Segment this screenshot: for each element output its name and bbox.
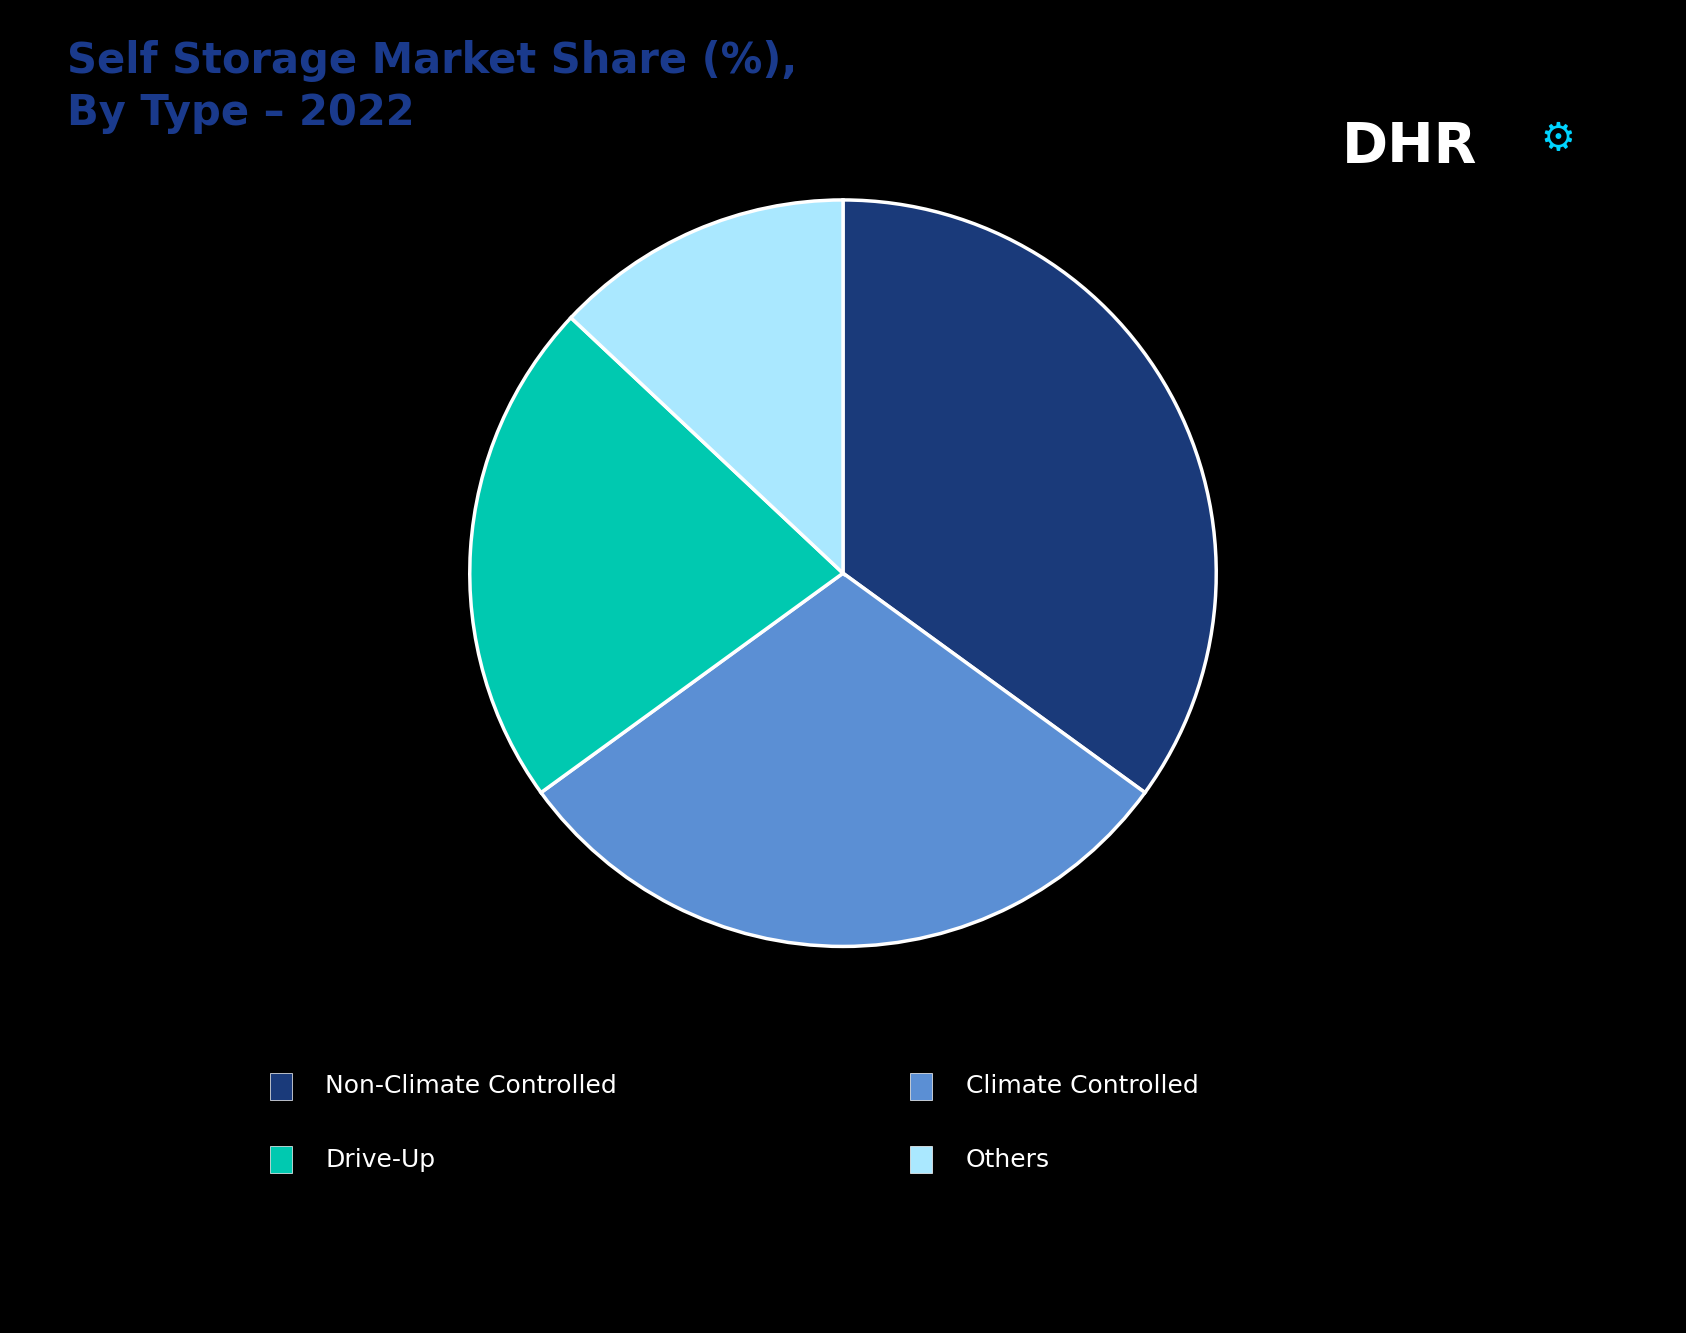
- Text: DHR: DHR: [1342, 120, 1477, 173]
- Text: Others: Others: [966, 1148, 1050, 1172]
- Text: Self Storage Market Share (%),
By Type – 2022: Self Storage Market Share (%), By Type –…: [67, 40, 797, 133]
- Wedge shape: [470, 317, 843, 793]
- Text: Drive-Up: Drive-Up: [325, 1148, 435, 1172]
- Wedge shape: [843, 200, 1216, 793]
- Wedge shape: [541, 573, 1145, 946]
- Wedge shape: [572, 200, 843, 573]
- Text: Non-Climate Controlled: Non-Climate Controlled: [325, 1074, 617, 1098]
- Text: ⚙: ⚙: [1541, 120, 1575, 157]
- Text: Climate Controlled: Climate Controlled: [966, 1074, 1199, 1098]
